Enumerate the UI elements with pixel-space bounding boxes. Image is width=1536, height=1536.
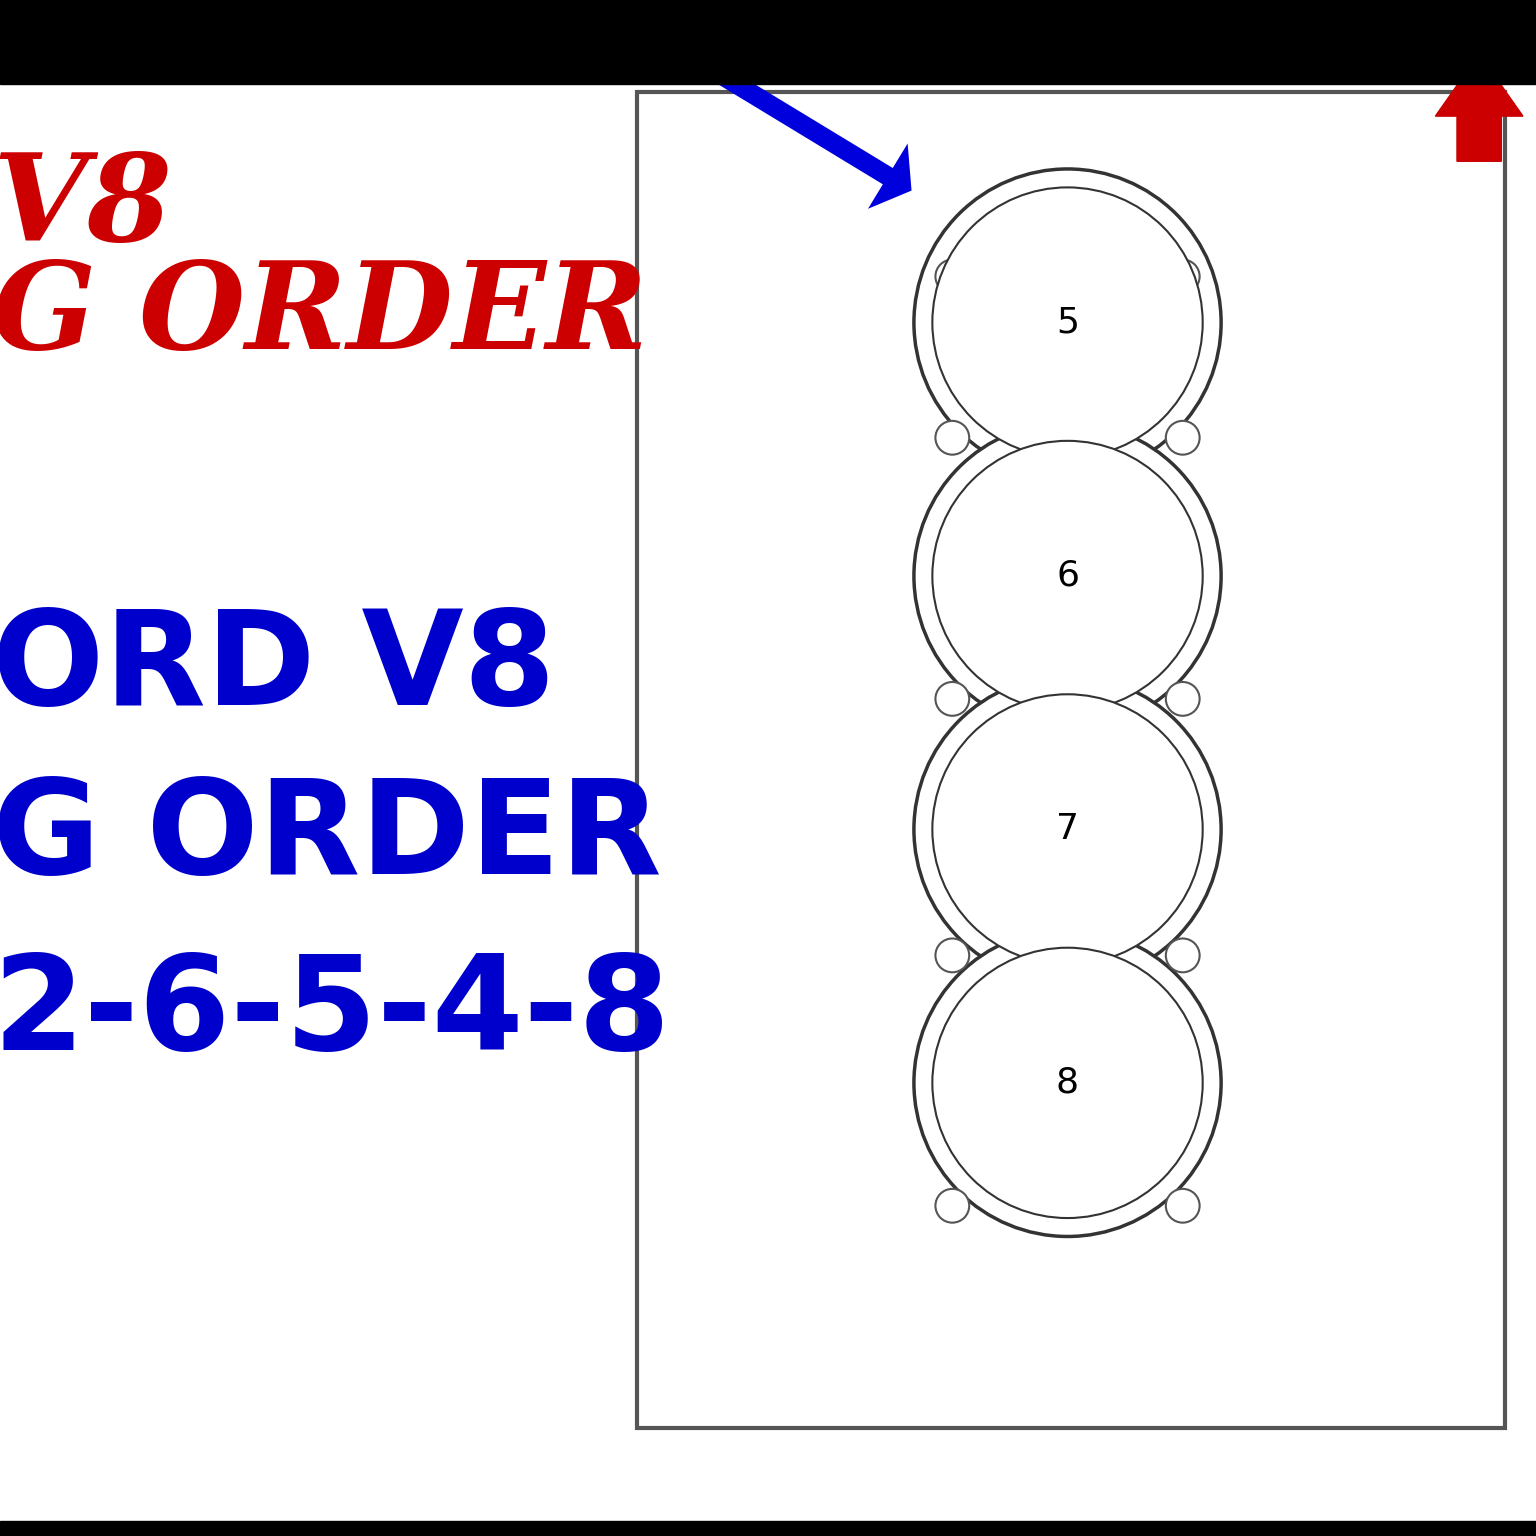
Circle shape	[914, 676, 1221, 983]
Circle shape	[1166, 260, 1200, 293]
Text: 8: 8	[1055, 1066, 1080, 1100]
Circle shape	[935, 682, 969, 716]
Circle shape	[1166, 421, 1200, 455]
Text: 5: 5	[1057, 306, 1078, 339]
Circle shape	[1166, 682, 1200, 716]
Text: G ORDER: G ORDER	[0, 255, 648, 375]
Polygon shape	[1435, 54, 1522, 161]
Text: V8: V8	[0, 147, 172, 267]
Circle shape	[935, 1189, 969, 1223]
Circle shape	[932, 441, 1203, 711]
Text: ORD V8: ORD V8	[0, 605, 556, 731]
Circle shape	[932, 187, 1203, 458]
Circle shape	[935, 938, 969, 972]
Circle shape	[914, 169, 1221, 476]
Circle shape	[1166, 1189, 1200, 1223]
Bar	[0, 0, 1536, 84]
Text: G ORDER: G ORDER	[0, 774, 662, 900]
Circle shape	[1166, 938, 1200, 972]
Text: 2-6-5-4-8: 2-6-5-4-8	[0, 951, 670, 1077]
Text: 7: 7	[1057, 813, 1078, 846]
Circle shape	[935, 421, 969, 455]
Circle shape	[932, 694, 1203, 965]
Circle shape	[932, 948, 1203, 1218]
Circle shape	[914, 422, 1221, 730]
Text: 6: 6	[1057, 559, 1078, 593]
Circle shape	[914, 929, 1221, 1236]
Bar	[637, 92, 1505, 1428]
Bar	[0, 1521, 1536, 1536]
Circle shape	[935, 260, 969, 293]
